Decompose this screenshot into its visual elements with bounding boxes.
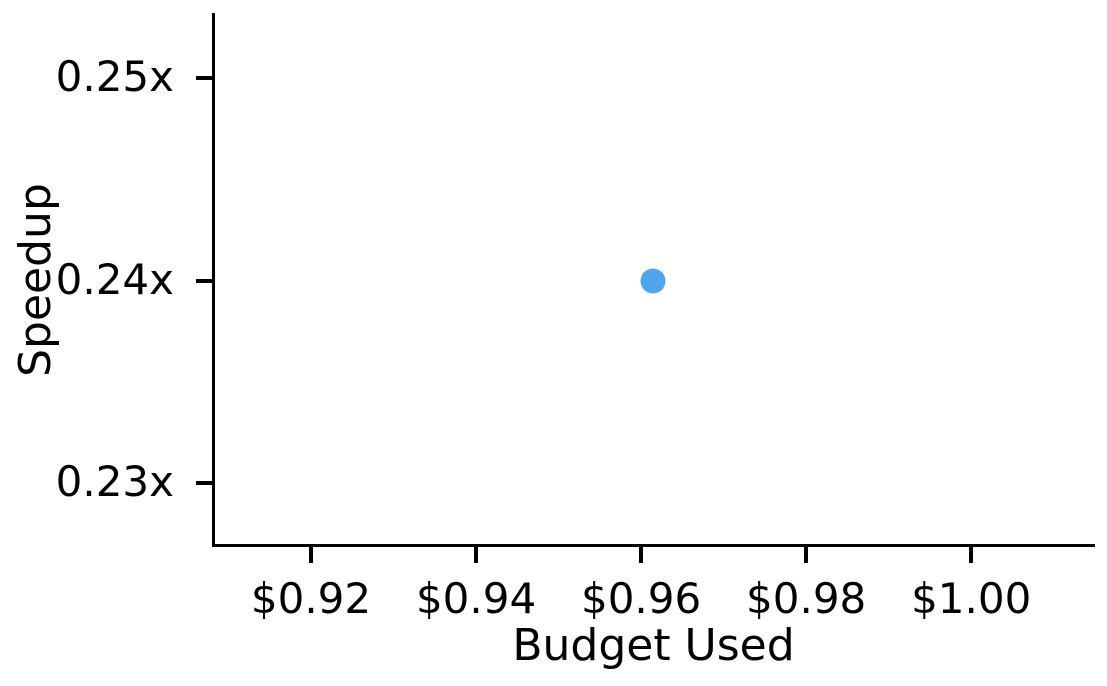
x-tick-mark [474,547,479,563]
x-tick-mark [969,547,974,563]
data-point [640,268,666,294]
y-tick-mark [196,481,212,486]
y-tick-label: 0.24x [55,254,174,304]
x-tick-label: $0.98 [746,574,867,623]
x-tick-label: $1.00 [911,574,1032,623]
x-tick-mark [639,547,644,563]
y-tick-mark [196,75,212,80]
y-tick-label: 0.25x [55,51,174,101]
x-tick-mark [309,547,314,563]
y-tick-mark [196,278,212,283]
y-tick-label: 0.23x [55,457,174,507]
x-tick-label: $0.96 [580,574,702,623]
x-axis-label: Budget Used [512,620,795,671]
x-tick-label: $0.94 [415,574,537,623]
x-tick-label: $0.92 [250,574,372,623]
x-tick-mark [804,547,809,563]
